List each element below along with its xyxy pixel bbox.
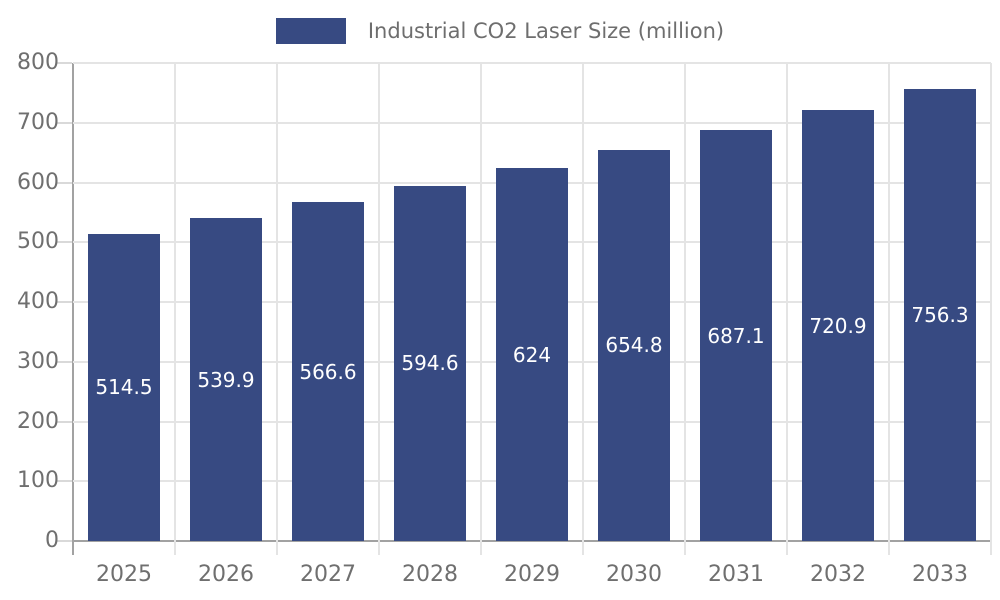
y-tick-0 — [57, 540, 72, 542]
y-tick-label-700: 700 — [17, 109, 59, 135]
bar-2032[interactable] — [802, 110, 874, 541]
gridline-v-1 — [174, 63, 176, 555]
legend-label: Industrial CO2 Laser Size (million) — [367, 19, 725, 43]
bar-2027[interactable] — [292, 202, 364, 541]
bar-2033[interactable] — [904, 89, 976, 541]
y-tick-label-100: 100 — [17, 468, 59, 494]
gridline-v-4 — [480, 63, 482, 555]
gridline-h-700 — [73, 121, 991, 124]
y-tick-label-0: 0 — [45, 528, 59, 553]
y-tick-500 — [57, 241, 72, 244]
x-axis-line — [72, 540, 992, 542]
y-tick-label-300: 300 — [17, 348, 59, 374]
x-tick-label-2033: 2033 — [912, 562, 968, 587]
legend-swatch — [275, 18, 346, 44]
x-tick-label-2027: 2027 — [300, 562, 356, 587]
x-tick-label-2026: 2026 — [198, 562, 254, 587]
bar-2030[interactable] — [598, 149, 670, 541]
x-tick-label-2028: 2028 — [402, 562, 458, 587]
y-axis-spine — [72, 63, 74, 555]
y-tick-300 — [57, 360, 72, 363]
x-tick-label-2029: 2029 — [504, 562, 560, 587]
y-tick-label-800: 800 — [17, 50, 59, 75]
gridline-v-8 — [888, 63, 890, 555]
y-tick-label-600: 600 — [17, 169, 59, 195]
y-tick-label-500: 500 — [17, 229, 59, 255]
gridline-h-800 — [73, 62, 991, 64]
bar-2025[interactable] — [88, 233, 160, 541]
y-tick-100 — [57, 480, 72, 483]
y-tick-label-400: 400 — [17, 289, 59, 314]
gridline-v-7 — [786, 63, 788, 555]
x-tick-label-2032: 2032 — [810, 562, 866, 587]
y-tick-700 — [57, 121, 72, 124]
x-tick-label-2025: 2025 — [96, 562, 152, 587]
legend[interactable]: Industrial CO2 Laser Size (million) — [0, 16, 1000, 46]
bar-2026[interactable] — [190, 218, 262, 541]
gridline-v-9 — [990, 63, 992, 555]
y-tick-label-200: 200 — [17, 408, 59, 434]
gridline-v-5 — [582, 63, 584, 555]
y-tick-600 — [57, 181, 72, 184]
y-tick-200 — [57, 420, 72, 423]
y-tick-800 — [57, 62, 72, 64]
y-tick-400 — [57, 301, 72, 303]
gridline-v-2 — [276, 63, 278, 555]
x-tick-label-2031: 2031 — [708, 562, 764, 587]
x-tick-label-2030: 2030 — [606, 562, 662, 587]
bar-2029[interactable] — [496, 168, 568, 541]
bar-2028[interactable] — [394, 185, 466, 541]
bar-2031[interactable] — [700, 130, 772, 541]
gridline-v-6 — [684, 63, 686, 555]
gridline-v-3 — [378, 63, 380, 555]
